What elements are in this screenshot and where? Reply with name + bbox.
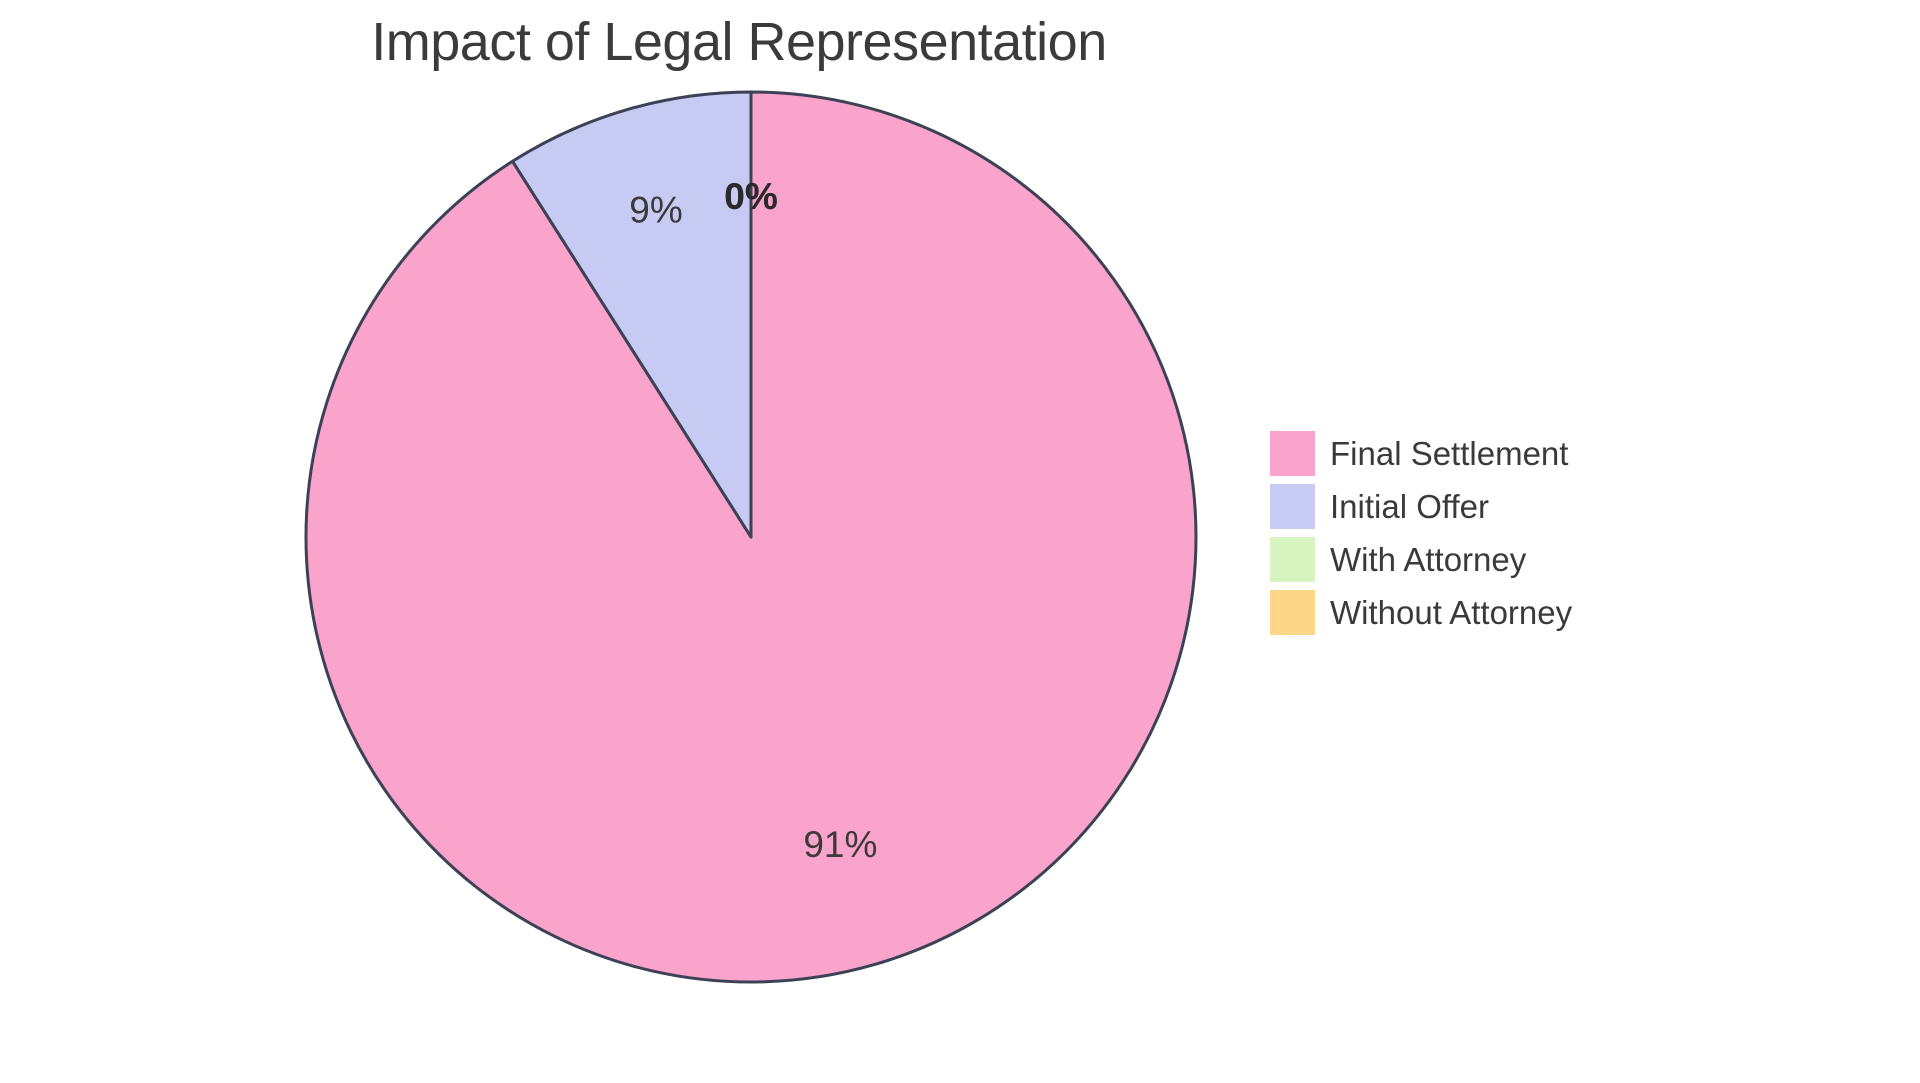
legend-item-label: Initial Offer xyxy=(1330,487,1489,525)
legend-item-initial-offer[interactable]: Initial Offer xyxy=(1270,484,1572,529)
legend-item-with-attorney[interactable]: With Attorney xyxy=(1270,537,1572,582)
legend-swatch-final-settlement xyxy=(1270,431,1315,476)
legend: Final Settlement Initial Offer With Attorn… xyxy=(1270,431,1572,635)
legend-item-label: Final Settlement xyxy=(1330,434,1569,472)
pie-slice-initial-offer[interactable] xyxy=(511,90,753,539)
legend-item-label: Without Attorney xyxy=(1330,593,1573,631)
legend-swatch-initial-offer xyxy=(1270,484,1315,529)
legend-swatch-without-attorney xyxy=(1270,590,1315,635)
legend-swatch-with-attorney xyxy=(1270,537,1315,582)
legend-item-label: With Attorney xyxy=(1330,540,1527,578)
legend-item-without-attorney[interactable]: Without Attorney xyxy=(1270,590,1572,635)
legend-item-final-settlement[interactable]: Final Settlement xyxy=(1270,431,1572,476)
chart-title: Impact of Legal Representation xyxy=(371,12,1107,72)
